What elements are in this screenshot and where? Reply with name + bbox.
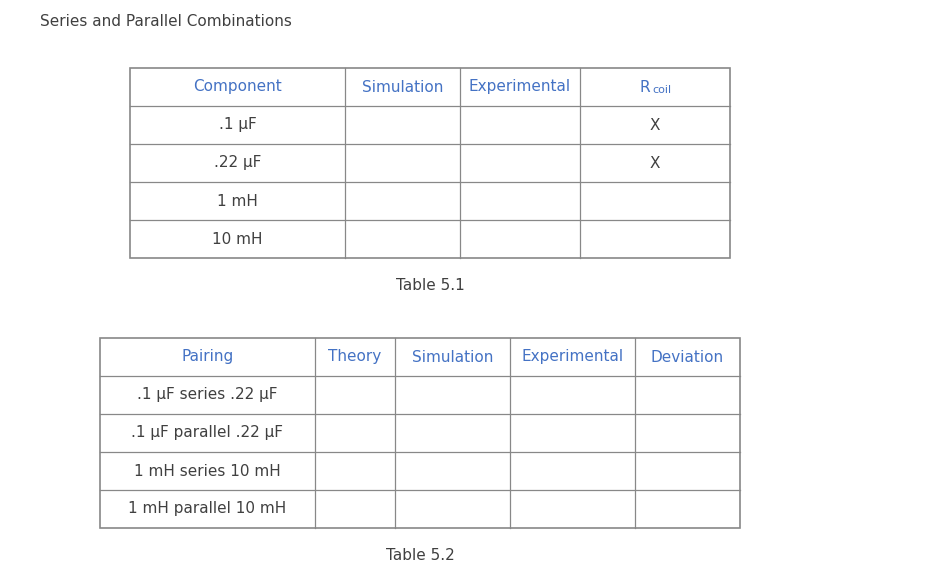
Text: Experimental: Experimental xyxy=(469,80,571,94)
Text: .22 μF: .22 μF xyxy=(214,156,262,170)
Text: Simulation: Simulation xyxy=(411,349,493,365)
Text: .1 μF: .1 μF xyxy=(219,118,256,132)
Text: Component: Component xyxy=(193,80,282,94)
Text: R: R xyxy=(639,80,650,94)
Text: X: X xyxy=(649,156,660,170)
Text: 1 mH series 10 mH: 1 mH series 10 mH xyxy=(134,463,281,478)
Text: Experimental: Experimental xyxy=(521,349,624,365)
Text: Table 5.1: Table 5.1 xyxy=(395,278,465,293)
Text: Series and Parallel Combinations: Series and Parallel Combinations xyxy=(40,15,292,30)
Text: Simulation: Simulation xyxy=(362,80,443,94)
Text: coil: coil xyxy=(652,85,671,95)
Bar xyxy=(100,338,740,528)
Text: Pairing: Pairing xyxy=(181,349,233,365)
Text: X: X xyxy=(649,118,660,132)
Text: Theory: Theory xyxy=(328,349,382,365)
Text: .1 μF parallel .22 μF: .1 μF parallel .22 μF xyxy=(132,425,283,441)
Text: .1 μF series .22 μF: .1 μF series .22 μF xyxy=(137,387,278,403)
Text: Deviation: Deviation xyxy=(651,349,724,365)
Bar xyxy=(130,68,730,258)
Text: Table 5.2: Table 5.2 xyxy=(386,548,454,563)
Text: 1 mH: 1 mH xyxy=(217,194,258,208)
Text: 1 mH parallel 10 mH: 1 mH parallel 10 mH xyxy=(128,502,286,516)
Text: 10 mH: 10 mH xyxy=(212,232,263,247)
